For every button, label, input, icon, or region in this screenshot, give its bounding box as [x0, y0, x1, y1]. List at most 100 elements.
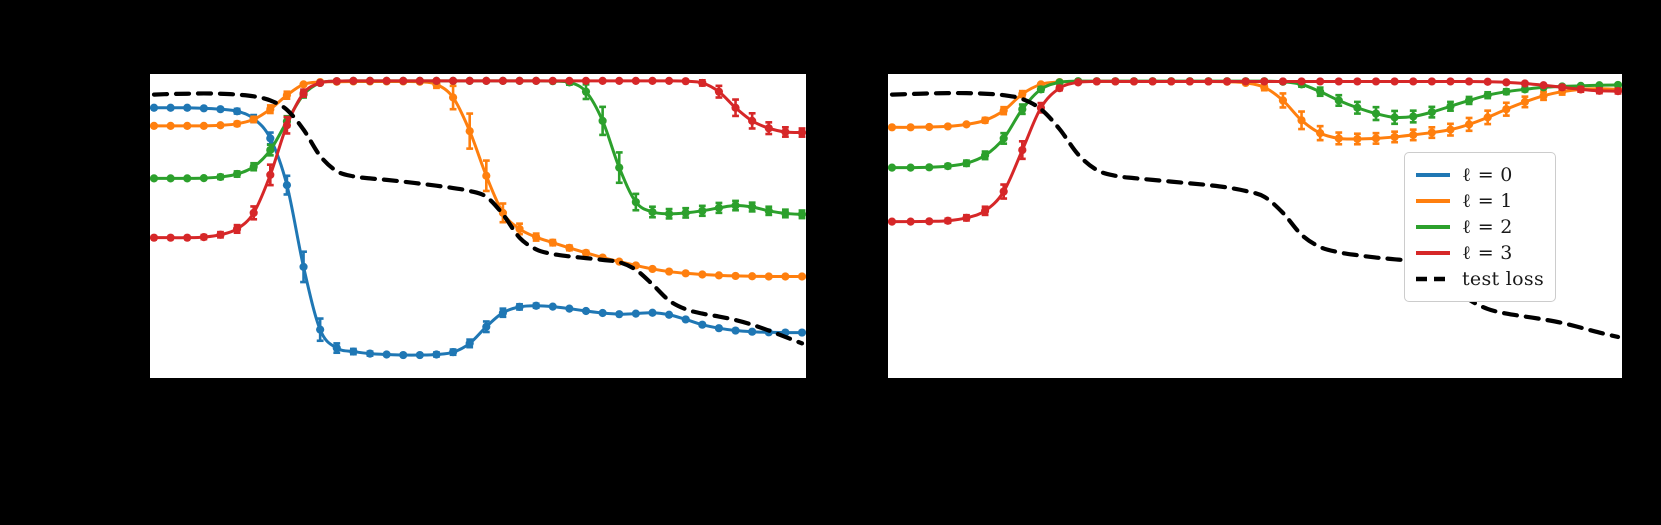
data-point-marker: [199, 121, 208, 130]
data-point-marker: [183, 174, 192, 183]
data-point-marker: [1111, 77, 1120, 86]
data-point-marker: [781, 272, 790, 281]
data-point-marker: [199, 174, 208, 183]
data-point-marker: [1464, 96, 1474, 105]
data-point-marker: [1446, 77, 1455, 86]
data-point-marker: [150, 121, 159, 130]
legend-swatch-ell-1: [1415, 192, 1451, 210]
data-point-marker: [1353, 103, 1362, 112]
data-point-marker: [664, 310, 674, 319]
chart-canvas-left: [150, 76, 806, 360]
data-point-marker: [648, 308, 657, 317]
data-point-marker: [648, 207, 657, 217]
legend-item-ell-0: ℓ = 0: [1415, 162, 1543, 188]
data-point-marker: [1036, 85, 1046, 94]
data-point-marker: [1241, 77, 1250, 86]
data-point-marker: [365, 76, 375, 85]
data-point-marker: [943, 122, 952, 131]
data-point-marker: [299, 80, 308, 89]
data-point-marker: [1334, 134, 1343, 143]
data-point-marker: [1390, 132, 1399, 142]
data-point-marker: [943, 162, 952, 171]
data-point-marker: [731, 326, 740, 335]
data-point-marker: [999, 187, 1008, 196]
data-point-marker: [1167, 77, 1176, 86]
chart-panel-left: [150, 74, 806, 378]
series--1: [888, 77, 1622, 146]
legend-label-ell-2: ℓ = 2: [1462, 215, 1513, 238]
data-point-marker: [1427, 128, 1436, 137]
data-point-marker: [631, 197, 640, 207]
data-point-marker: [399, 350, 408, 360]
data-point-marker: [399, 76, 408, 85]
series-test-loss: [151, 91, 805, 346]
data-point-marker: [432, 76, 441, 85]
data-point-marker: [714, 271, 724, 280]
legend-item-ell-1: ℓ = 1: [1415, 188, 1543, 214]
data-point-marker: [1316, 87, 1325, 96]
data-point-marker: [714, 87, 724, 96]
data-point-marker: [1297, 116, 1306, 125]
data-point-marker: [888, 163, 897, 172]
data-point-marker: [731, 201, 740, 210]
data-point-marker: [980, 206, 990, 215]
data-point-marker: [1278, 77, 1288, 86]
data-point-marker: [532, 301, 541, 310]
data-point-marker: [515, 224, 524, 234]
data-point-marker: [199, 233, 208, 242]
data-point-marker: [1427, 77, 1436, 86]
data-point-marker: [282, 91, 292, 100]
data-point-marker: [1464, 77, 1474, 86]
data-point-marker: [1278, 96, 1288, 105]
data-point-marker: [415, 350, 424, 360]
data-point-marker: [1409, 112, 1418, 121]
series-line: [152, 79, 804, 279]
data-point-marker: [888, 123, 897, 132]
data-point-marker: [1185, 77, 1194, 86]
data-point-marker: [1092, 77, 1101, 86]
data-point-marker: [1576, 85, 1585, 94]
data-point-marker: [332, 77, 341, 86]
data-point-marker: [166, 174, 175, 183]
data-point-marker: [925, 122, 934, 132]
data-point-marker: [448, 76, 458, 85]
data-point-marker: [1334, 96, 1343, 105]
data-point-marker: [781, 127, 790, 137]
data-point-marker: [1371, 109, 1381, 118]
data-point-marker: [548, 76, 557, 85]
data-point-marker: [216, 121, 225, 130]
data-point-marker: [925, 217, 934, 226]
data-point-marker: [1446, 102, 1455, 111]
data-point-marker: [150, 103, 159, 112]
data-point-marker: [299, 89, 308, 98]
series-line: [889, 90, 1621, 340]
data-point-marker: [166, 103, 175, 112]
data-point-marker: [498, 308, 508, 317]
data-point-marker: [731, 103, 740, 112]
data-point-marker: [714, 203, 724, 212]
data-point-marker: [581, 248, 591, 257]
data-point-marker: [532, 233, 541, 242]
data-point-marker: [631, 309, 640, 318]
data-point-marker: [1483, 91, 1492, 100]
data-point-marker: [1129, 77, 1139, 86]
data-point-marker: [698, 206, 707, 215]
data-point-marker: [664, 209, 674, 218]
data-point-marker: [748, 202, 757, 212]
series-line: [890, 79, 1620, 141]
data-point-marker: [249, 115, 258, 124]
data-point-marker: [681, 269, 690, 278]
data-point-marker: [615, 163, 624, 172]
data-point-marker: [631, 76, 640, 85]
legend-item-ell-2: ℓ = 2: [1415, 214, 1543, 240]
data-point-marker: [962, 120, 971, 129]
data-point-marker: [1260, 83, 1269, 92]
data-point-marker: [415, 76, 424, 85]
data-point-marker: [1204, 77, 1213, 86]
data-point-marker: [166, 233, 175, 242]
data-point-marker: [183, 103, 192, 112]
data-point-marker: [382, 76, 391, 85]
data-point-marker: [731, 271, 740, 281]
data-point-marker: [1502, 105, 1511, 114]
data-point-marker: [565, 243, 574, 252]
